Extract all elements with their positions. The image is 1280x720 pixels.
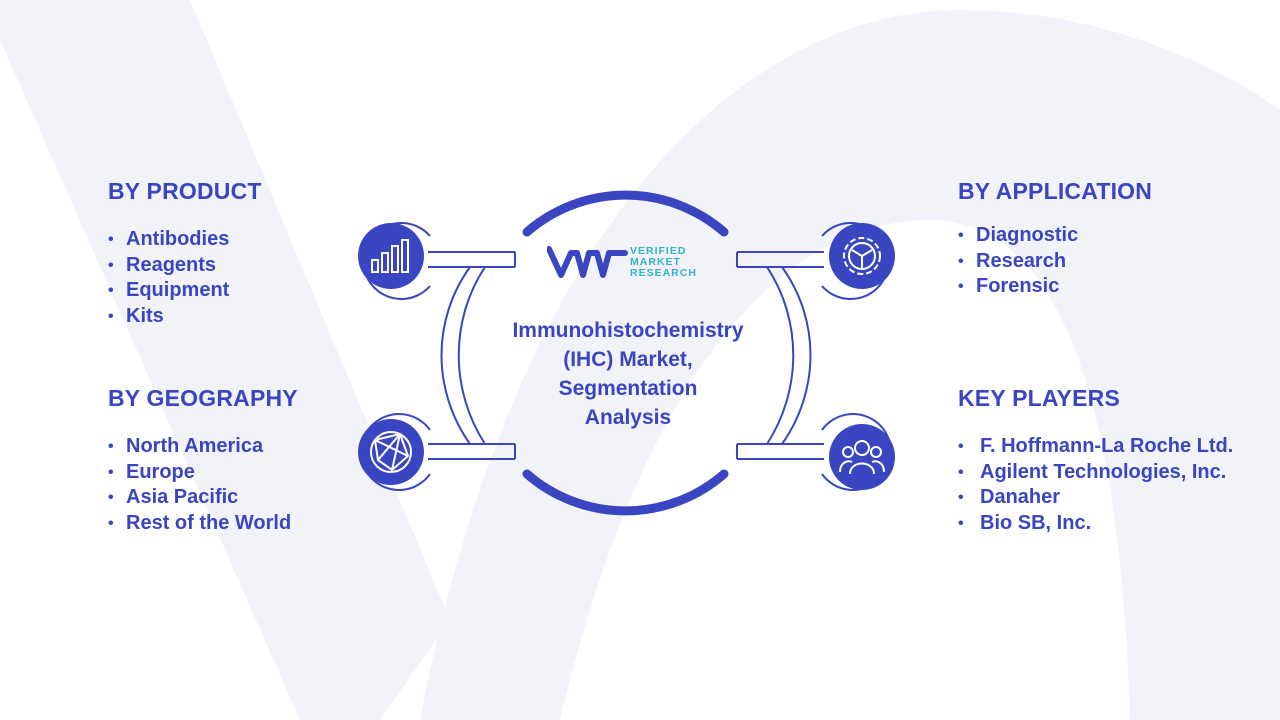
list-item: Europe — [108, 460, 298, 486]
section-heading: BY APPLICATION — [958, 178, 1153, 204]
gear-icon — [843, 237, 881, 275]
watermark-arch-shape — [420, 10, 1280, 720]
list-item: Agilent Technologies, Inc. — [958, 460, 1258, 486]
center-title: Immunohistochemistry (IHC) Market, Segme… — [490, 316, 766, 432]
logo-line: MARKET — [630, 256, 681, 268]
logo-line: VERIFIED — [630, 245, 687, 257]
list-item: North America — [108, 434, 298, 460]
title-line: Analysis — [584, 406, 672, 429]
logo-line: RESEARCH — [630, 267, 697, 279]
logo-text: VERIFIED MARKET RESEARCH — [630, 246, 697, 279]
section-by-application: BY APPLICATION Diagnostic Research Foren… — [958, 178, 1152, 300]
list-item: Kits — [108, 304, 262, 330]
list-item: Bio SB, Inc. — [958, 511, 1258, 537]
section-by-product: BY PRODUCT Antibodies Reagents Equipment… — [108, 178, 262, 329]
left-connector — [428, 251, 516, 460]
bar-chart-icon — [371, 239, 409, 273]
list-item: Diagnostic — [958, 223, 1152, 249]
title-line: Segmentation — [558, 377, 698, 400]
watermark-v-shape — [0, 0, 450, 720]
application-node — [821, 222, 895, 300]
section-list: North America Europe Asia Pacific Rest o… — [108, 434, 298, 536]
section-key-players: KEY PLAYERS F. Hoffmann-La Roche Ltd. Ag… — [958, 385, 1258, 536]
globe-network-icon — [370, 431, 412, 473]
title-line: (IHC) Market, — [563, 348, 693, 371]
title-line: Immunohistochemistry — [512, 319, 744, 342]
vmr-logo-icon — [547, 246, 628, 278]
list-item: F. Hoffmann-La Roche Ltd. — [958, 434, 1258, 460]
section-list: Diagnostic Research Forensic — [958, 223, 1152, 300]
list-item: Forensic — [958, 274, 1152, 300]
list-item: Rest of the World — [108, 511, 298, 537]
section-heading: BY PRODUCT — [108, 178, 262, 204]
people-group-icon — [839, 440, 885, 475]
section-heading: BY GEOGRAPHY — [108, 385, 298, 411]
product-node — [358, 222, 431, 300]
list-item: Danaher — [958, 485, 1258, 511]
list-item: Asia Pacific — [108, 485, 298, 511]
bottom-arc — [522, 469, 729, 516]
list-item: Reagents — [108, 253, 262, 279]
list-item: Antibodies — [108, 227, 262, 253]
list-item: Research — [958, 249, 1152, 275]
geography-node — [358, 413, 431, 491]
section-list: Antibodies Reagents Equipment Kits — [108, 227, 262, 329]
section-list: F. Hoffmann-La Roche Ltd. Agilent Techno… — [958, 434, 1258, 536]
players-node — [821, 413, 895, 491]
right-connector — [736, 251, 824, 460]
list-item: Equipment — [108, 278, 262, 304]
top-arc — [522, 190, 729, 237]
section-by-geography: BY GEOGRAPHY North America Europe Asia P… — [108, 385, 298, 536]
section-heading: KEY PLAYERS — [958, 385, 1120, 411]
